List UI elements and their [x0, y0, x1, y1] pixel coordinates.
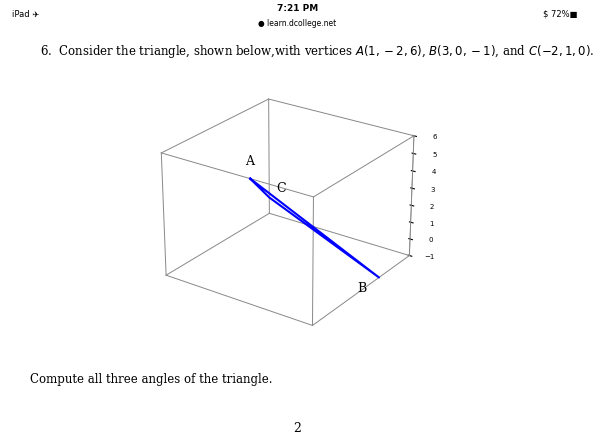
Text: ● learn.dcollege.net: ● learn.dcollege.net: [258, 19, 337, 28]
Text: iPad ✈: iPad ✈: [12, 10, 39, 19]
Text: 7:21 PM: 7:21 PM: [277, 4, 318, 12]
Text: 2: 2: [293, 421, 302, 435]
Text: $ 72%■: $ 72%■: [543, 10, 577, 19]
Text: Compute all three angles of the triangle.: Compute all three angles of the triangle…: [30, 372, 273, 386]
Text: 6.  Consider the triangle, shown below,with vertices $A(1, -2, 6)$, $B(3, 0, -1): 6. Consider the triangle, shown below,wi…: [40, 42, 595, 60]
